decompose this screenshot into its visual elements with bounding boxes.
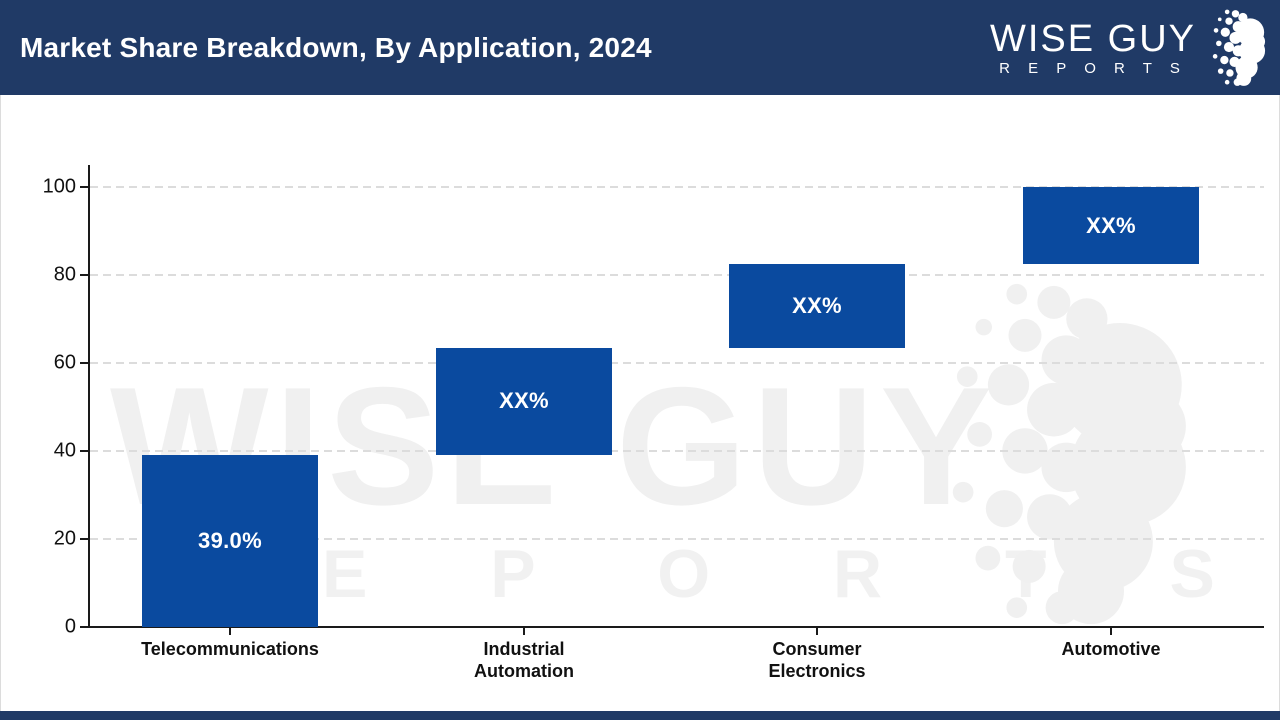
y-tick-label-40: 40 (53, 439, 76, 462)
bar-segment-1: 39.0% (142, 455, 318, 627)
header-bar: Market Share Breakdown, By Application, … (0, 0, 1280, 95)
logo-wordmark: WISE GUY (989, 17, 1196, 60)
x-category-label-1: Telecommunications (141, 639, 319, 659)
footer-bar (0, 711, 1280, 720)
y-tick-label-0: 0 (64, 615, 76, 638)
gridline-40 (90, 450, 1264, 452)
bar-segment-3: XX% (729, 264, 905, 348)
gridline-80 (90, 274, 1264, 276)
bar-value-label: XX% (499, 388, 549, 414)
x-tick-mark-1 (229, 628, 231, 635)
x-category-label-3: Consumer Electronics (768, 639, 866, 681)
x-tick-mark-2 (523, 628, 525, 635)
y-tick-mark-80 (80, 274, 88, 276)
y-tick-label-100: 100 (42, 175, 76, 198)
bar-value-label: XX% (1086, 212, 1136, 238)
x-category-label-4: Automotive (1061, 639, 1161, 659)
y-tick-label-20: 20 (53, 527, 76, 550)
gridline-20 (90, 538, 1264, 540)
bar-value-label: XX% (792, 292, 842, 318)
x-axis-line (88, 626, 1264, 628)
x-tick-mark-4 (1110, 628, 1112, 635)
x-category-label-2: Industrial Automation (474, 639, 574, 681)
gridline-100 (90, 186, 1264, 188)
page-title: Market Share Breakdown, By Application, … (20, 31, 652, 63)
x-tick-mark-3 (816, 628, 818, 635)
y-tick-mark-100 (80, 186, 88, 188)
gridline-60 (90, 362, 1264, 364)
y-tick-label-80: 80 (53, 263, 76, 286)
y-tick-mark-60 (80, 362, 88, 364)
y-tick-mark-20 (80, 538, 88, 540)
y-tick-label-60: 60 (53, 351, 76, 374)
brand-logo: WISE GUY R E P O R T S (990, 5, 1266, 91)
y-tick-mark-40 (80, 450, 88, 452)
bar-segment-2: XX% (436, 347, 612, 456)
bar-segment-4: XX% (1023, 187, 1199, 264)
logo-head-icon (1212, 9, 1266, 86)
logo-subtitle: R E P O R T S (999, 59, 1187, 77)
bar-value-label: 39.0% (198, 528, 262, 554)
y-axis-line (88, 165, 90, 628)
y-tick-mark-0 (80, 626, 88, 628)
